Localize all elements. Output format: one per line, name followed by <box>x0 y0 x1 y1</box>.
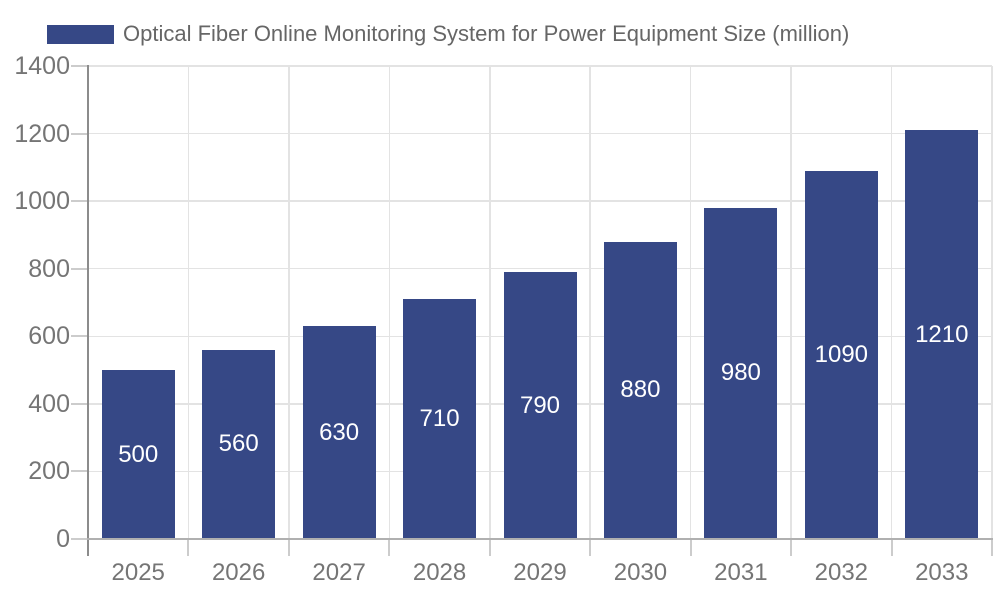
y-axis-line <box>87 65 89 556</box>
x-tick-label: 2025 <box>111 559 165 586</box>
bar: 500 <box>101 370 175 539</box>
bar-value-label: 560 <box>218 430 259 458</box>
bar: 710 <box>403 299 477 539</box>
legend[interactable]: Optical Fiber Online Monitoring System f… <box>47 21 849 47</box>
legend-label: Optical Fiber Online Monitoring System f… <box>123 21 850 46</box>
x-tick-mark <box>388 539 391 556</box>
x-axis-line <box>87 538 993 540</box>
x-tick-label: 2030 <box>613 559 668 586</box>
x-tick-mark <box>991 539 993 556</box>
gridline-v <box>388 66 391 539</box>
gridline-v <box>890 66 893 539</box>
y-tick-mark <box>71 470 88 473</box>
gridline-v <box>589 66 591 539</box>
y-tick-label: 200 <box>28 457 70 486</box>
x-tick-mark <box>589 539 592 556</box>
x-tick-label: 2029 <box>513 559 567 586</box>
x-tick-mark <box>790 539 793 556</box>
y-tick-mark <box>71 200 88 203</box>
gridline-v <box>991 66 993 539</box>
y-tick-label: 600 <box>28 322 70 351</box>
bar: 980 <box>704 207 778 539</box>
y-tick-mark <box>71 538 88 540</box>
x-tick-label: 2033 <box>915 559 969 586</box>
x-tick-mark <box>187 539 190 556</box>
gridline-v <box>689 66 692 539</box>
x-tick-label: 2027 <box>312 559 366 586</box>
bar: 880 <box>603 241 677 539</box>
y-tick-label: 1400 <box>14 52 70 80</box>
y-tick-label: 800 <box>28 254 70 283</box>
legend-swatch <box>47 24 114 44</box>
x-tick-label: 2026 <box>211 559 266 586</box>
x-tick-mark <box>890 539 893 556</box>
y-tick-label: 1000 <box>14 187 70 216</box>
bar: 790 <box>503 272 577 539</box>
x-tick-label: 2028 <box>412 559 467 586</box>
gridline-v <box>187 66 190 539</box>
gridline-h <box>88 267 992 270</box>
bar-value-label: 500 <box>118 440 159 468</box>
y-tick-mark <box>71 65 88 67</box>
bar-value-label: 880 <box>620 376 661 404</box>
bar-value-label: 710 <box>419 405 460 433</box>
y-tick-label: 0 <box>56 525 70 553</box>
y-tick-mark <box>71 132 88 135</box>
x-tick-mark <box>287 539 290 556</box>
bar: 560 <box>202 349 276 539</box>
x-tick-label: 2031 <box>714 559 768 586</box>
bar-value-label: 1090 <box>814 340 869 368</box>
bar: 1210 <box>905 130 979 539</box>
bar: 1090 <box>804 170 878 539</box>
bar: 630 <box>302 326 376 539</box>
x-tick-label: 2032 <box>814 559 869 586</box>
x-tick-mark <box>689 539 692 556</box>
gridline-v <box>489 66 491 539</box>
y-tick-mark <box>71 402 88 405</box>
bar-value-label: 980 <box>720 359 761 387</box>
bar-value-label: 790 <box>519 391 561 419</box>
y-tick-mark <box>71 267 88 270</box>
y-tick-label: 1200 <box>14 119 70 148</box>
gridline-v <box>790 66 792 539</box>
gridline-h <box>88 132 992 135</box>
gridline-h <box>88 200 992 202</box>
gridline-h <box>88 65 992 67</box>
y-tick-mark <box>71 335 88 338</box>
y-tick-label: 400 <box>28 389 70 418</box>
x-tick-mark <box>488 539 491 556</box>
bar-value-label: 1210 <box>915 320 969 348</box>
bar-value-label: 630 <box>319 418 360 446</box>
gridline-v <box>288 66 290 539</box>
